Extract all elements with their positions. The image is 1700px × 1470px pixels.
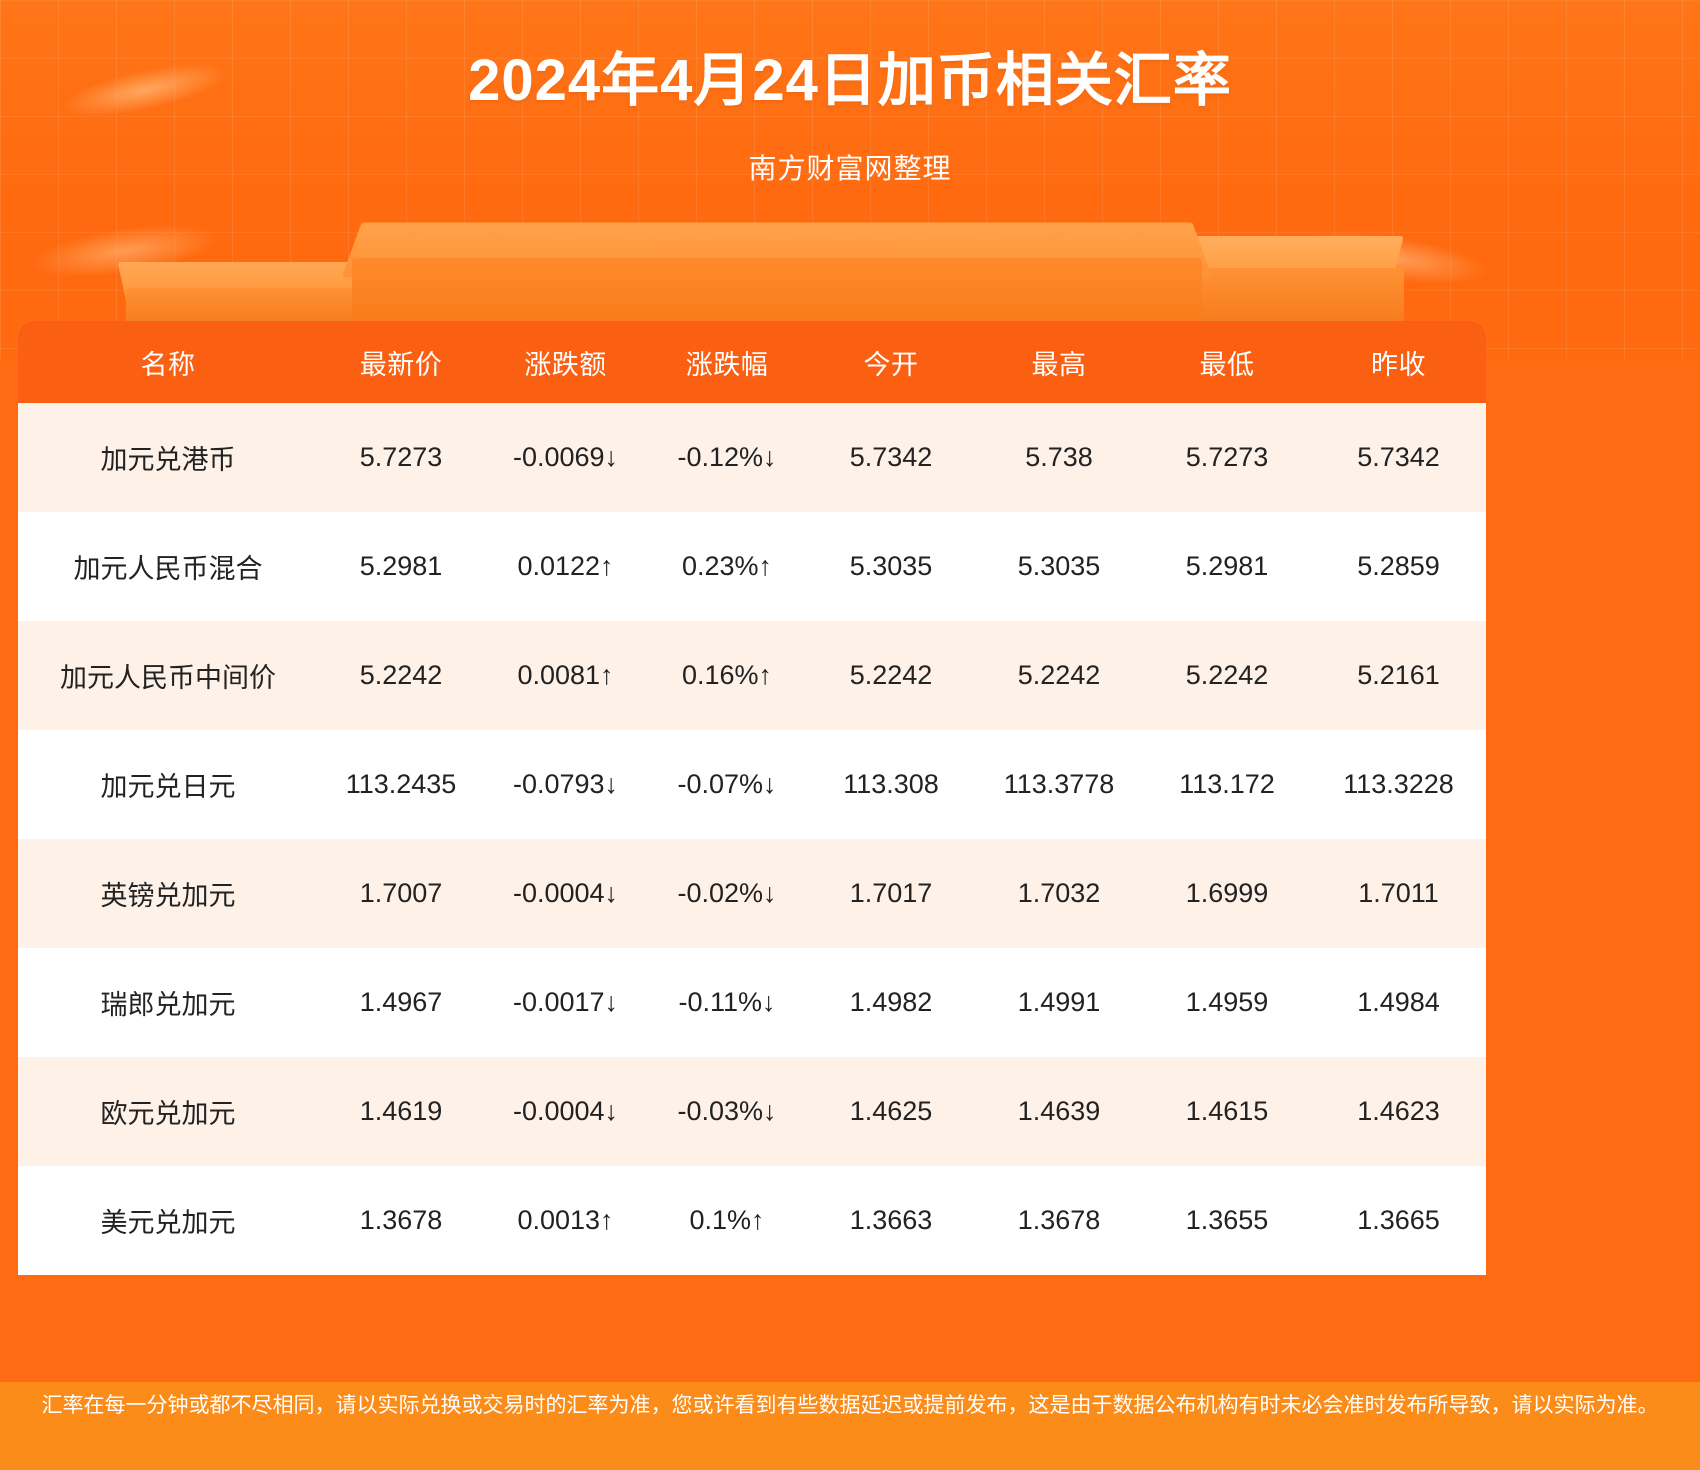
hero-banner (0, 0, 1700, 360)
cell-last-price: 1.4967 (359, 987, 443, 1017)
cell-change: -0.0004↓ (512, 1096, 619, 1126)
page-title: 2024年4月24日加币相关汇率 (468, 48, 1232, 113)
cell-currency-name: 美元兑加元 (100, 1208, 236, 1238)
column-header-high[interactable]: 最高 (975, 321, 1143, 403)
cell-high: 1.4639 (1017, 1096, 1101, 1126)
cell-low: 113.172 (1179, 769, 1275, 799)
cell-high: 1.4991 (1017, 987, 1101, 1017)
cell-currency-name: 英镑兑加元 (100, 881, 236, 911)
cell-currency-name: 加元人民币混合 (73, 554, 263, 584)
cell-low: 1.3655 (1185, 1205, 1269, 1235)
cell-open: 1.4982 (849, 987, 933, 1017)
cell-open: 1.7017 (849, 878, 933, 908)
cell-currency-name: 欧元兑加元 (100, 1099, 236, 1129)
column-header-last-price[interactable]: 最新价 (318, 321, 484, 403)
cell-last-price: 5.7273 (359, 442, 443, 472)
cell-prev-close: 113.3228 (1343, 769, 1454, 799)
cell-currency-name: 瑞郎兑加元 (100, 990, 236, 1020)
cell-last-price: 5.2981 (359, 551, 443, 581)
cell-prev-close: 5.7342 (1357, 442, 1440, 472)
table-row[interactable]: 加元兑日元 113.2435 -0.0793↓ -0.07%↓ 113.308 113.3… (18, 730, 1486, 839)
cell-prev-close: 1.7011 (1358, 878, 1439, 908)
column-header-change[interactable]: 涨跌额 (484, 321, 647, 403)
cell-prev-close: 1.4623 (1357, 1096, 1440, 1126)
cell-change-pct: 0.16%↑ (681, 660, 773, 690)
cell-open: 5.2242 (849, 660, 933, 690)
cell-change-pct: -0.11%↓ (678, 987, 776, 1017)
column-header-prev-close[interactable]: 昨收 (1311, 321, 1486, 403)
podium-center-body (352, 258, 1202, 328)
cell-low: 1.4959 (1185, 987, 1269, 1017)
table-row[interactable]: 加元人民币中间价 5.2242 0.0081↑ 0.16%↑ 5.2242 5.2242 5… (18, 621, 1486, 730)
table-row[interactable]: 美元兑加元 1.3678 0.0013↑ 0.1%↑ 1.3663 1.3678 1.365… (18, 1166, 1486, 1275)
cell-change-pct: -0.12%↓ (677, 442, 777, 472)
disclaimer-text: 汇率在每一分钟或都不尽相同，请以实际兑换或交易时的汇率为准，您或许看到有些数据延… (41, 1394, 1659, 1417)
rates-table-card: 名称 最新价 涨跌额 涨跌幅 今开 最高 最低 昨收 加元兑港币 5.7273 -0… (18, 321, 1486, 1275)
cell-prev-close: 5.2161 (1357, 660, 1440, 690)
cell-last-price: 1.4619 (359, 1096, 443, 1126)
cell-change: -0.0793↓ (512, 769, 619, 799)
cell-change: 0.0122↑ (517, 551, 614, 581)
cell-last-price: 1.7007 (359, 878, 443, 908)
cell-high: 5.2242 (1017, 660, 1101, 690)
table-header: 名称 最新价 涨跌额 涨跌幅 今开 最高 最低 昨收 (18, 321, 1486, 403)
table-row[interactable]: 加元人民币混合 5.2981 0.0122↑ 0.23%↑ 5.3035 5.3035 5.… (18, 512, 1486, 621)
cell-open: 1.4625 (849, 1096, 933, 1126)
cell-last-price: 1.3678 (359, 1205, 443, 1235)
cell-open: 5.3035 (849, 551, 933, 581)
cell-low: 1.4615 (1185, 1096, 1269, 1126)
column-header-open[interactable]: 今开 (807, 321, 975, 403)
cell-change: 0.0013↑ (517, 1205, 614, 1235)
column-header-name[interactable]: 名称 (18, 321, 318, 403)
table-row[interactable]: 英镑兑加元 1.7007 -0.0004↓ -0.02%↓ 1.7017 1.7032 1.… (18, 839, 1486, 948)
cell-high: 1.7032 (1017, 878, 1101, 908)
cell-change-pct: 0.1%↑ (689, 1205, 765, 1235)
table-header-row: 名称 最新价 涨跌额 涨跌幅 今开 最高 最低 昨收 (18, 321, 1486, 403)
cell-change: -0.0004↓ (512, 878, 619, 908)
page-subtitle: 南方财富网整理 (748, 152, 952, 184)
cell-high: 5.3035 (1017, 551, 1101, 581)
cell-currency-name: 加元兑日元 (100, 772, 236, 802)
column-header-change-pct[interactable]: 涨跌幅 (647, 321, 807, 403)
cell-low: 5.2242 (1185, 660, 1269, 690)
cell-open: 1.3663 (849, 1205, 933, 1235)
cell-high: 5.738 (1025, 442, 1093, 472)
table-row[interactable]: 加元兑港币 5.7273 -0.0069↓ -0.12%↓ 5.7342 5.738 5.7… (18, 403, 1486, 512)
cell-open: 5.7342 (849, 442, 933, 472)
cell-change-pct: 0.23%↑ (681, 551, 773, 581)
cell-prev-close: 1.3665 (1357, 1205, 1440, 1235)
cell-open: 113.308 (843, 769, 939, 799)
column-header-low[interactable]: 最低 (1143, 321, 1311, 403)
cell-change-pct: -0.03%↓ (677, 1096, 777, 1126)
cell-currency-name: 加元人民币中间价 (60, 663, 276, 693)
cell-last-price: 5.2242 (359, 660, 443, 690)
cell-last-price: 113.2435 (345, 769, 457, 799)
cell-low: 5.7273 (1185, 442, 1269, 472)
rates-table: 名称 最新价 涨跌额 涨跌幅 今开 最高 最低 昨收 加元兑港币 5.7273 -0… (18, 321, 1486, 1275)
cell-change-pct: -0.07%↓ (677, 769, 777, 799)
table-row[interactable]: 瑞郎兑加元 1.4967 -0.0017↓ -0.11%↓ 1.4982 1.4991 1.… (18, 948, 1486, 1057)
table-row[interactable]: 欧元兑加元 1.4619 -0.0004↓ -0.03%↓ 1.4625 1.4639 1.… (18, 1057, 1486, 1166)
cell-prev-close: 5.2859 (1357, 551, 1440, 581)
header: 2024年4月24日加币相关汇率 南方财富网整理 (0, 0, 1700, 187)
cell-high: 1.3678 (1017, 1205, 1101, 1235)
cell-prev-close: 1.4984 (1357, 987, 1440, 1017)
cell-high: 113.3778 (1003, 769, 1115, 799)
cell-change-pct: -0.02%↓ (677, 878, 777, 908)
table-body: 加元兑港币 5.7273 -0.0069↓ -0.12%↓ 5.7342 5.738 5.7… (18, 403, 1486, 1275)
cell-low: 5.2981 (1185, 551, 1269, 581)
cell-low: 1.6999 (1185, 878, 1269, 908)
cell-change: -0.0017↓ (512, 987, 619, 1017)
cell-change: 0.0081↑ (517, 660, 614, 690)
disclaimer-bar: 汇率在每一分钟或都不尽相同，请以实际兑换或交易时的汇率为准，您或许看到有些数据延… (0, 1382, 1700, 1470)
cell-change: -0.0069↓ (512, 442, 619, 472)
cell-currency-name: 加元兑港币 (100, 445, 236, 475)
